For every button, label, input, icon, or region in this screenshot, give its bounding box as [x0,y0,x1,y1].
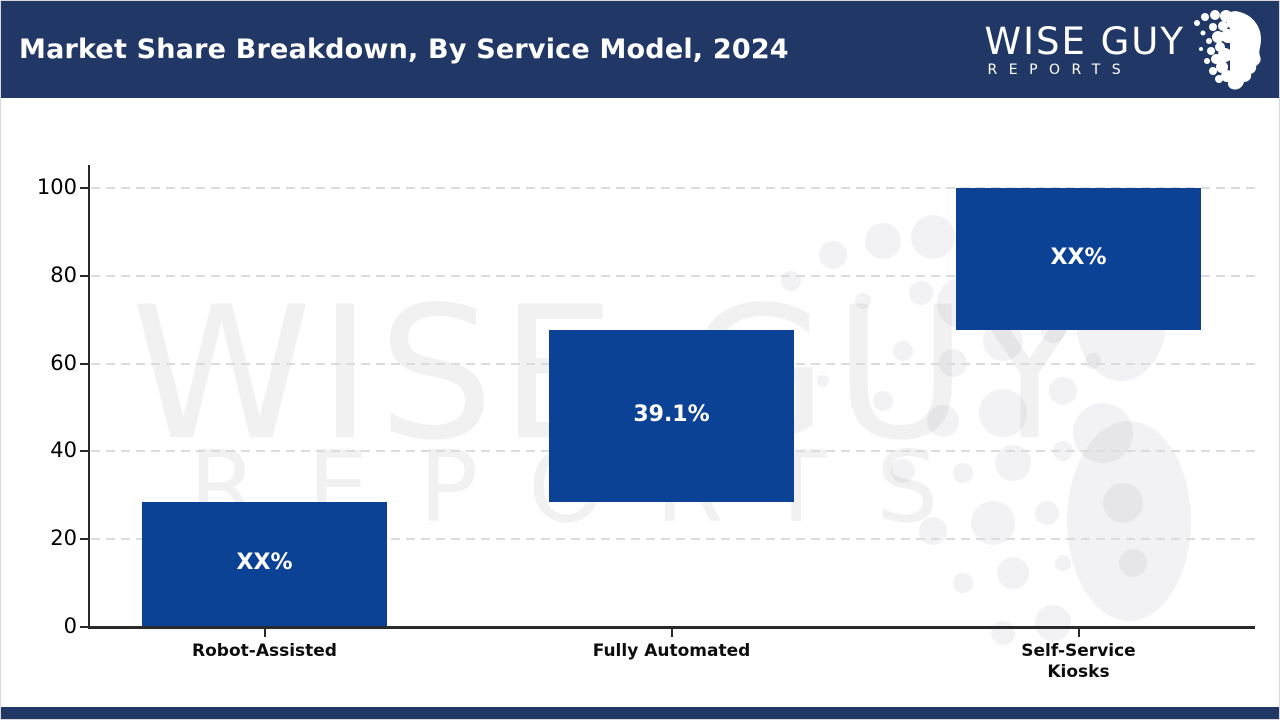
logo-wiseguy-text: WISE GUY [984,19,1185,63]
y-axis-tick [80,450,88,453]
wiseguy-logo: WISE GUY REPORTS [985,9,1263,91]
logo-head-icon [1194,9,1261,90]
x-category-label: Fully Automated [592,641,751,661]
x-axis-tick [670,629,673,637]
y-tick-label: 80 [50,262,77,287]
y-axis-spine [88,165,90,628]
bar-value-label: XX% [236,550,293,576]
y-axis-tick [80,274,88,277]
grid-line [91,187,1255,189]
y-axis-tick [80,626,88,628]
y-tick-label: 60 [50,350,77,375]
y-tick-label: 40 [50,438,77,463]
x-category-label: Self-Service Kiosks [1021,641,1136,682]
bar-segment [549,330,794,502]
y-tick-label: 100 [36,175,77,199]
header-bar: Market Share Breakdown, By Service Model… [1,1,1279,98]
x-category-label: Robot-Assisted [192,641,337,661]
grid-line [91,538,1255,541]
x-axis-spine [88,626,1255,629]
y-tick-label: 0 [63,614,77,638]
y-axis-tick [80,187,88,189]
bar-value-label: XX% [1050,245,1107,271]
y-axis-tick [80,538,88,541]
bar-value-label: 39.1% [633,402,710,428]
bar-segment [956,188,1201,331]
y-axis-tick [80,362,88,365]
x-axis-tick [263,629,266,637]
x-axis-tick [1077,629,1080,637]
bar-segment [142,501,387,627]
logo-reports-text: REPORTS [987,61,1133,78]
grid-line [91,274,1255,277]
footer-bar [1,707,1279,719]
page-title: Market Share Breakdown, By Service Model… [19,34,789,65]
y-tick-label: 20 [50,526,77,551]
